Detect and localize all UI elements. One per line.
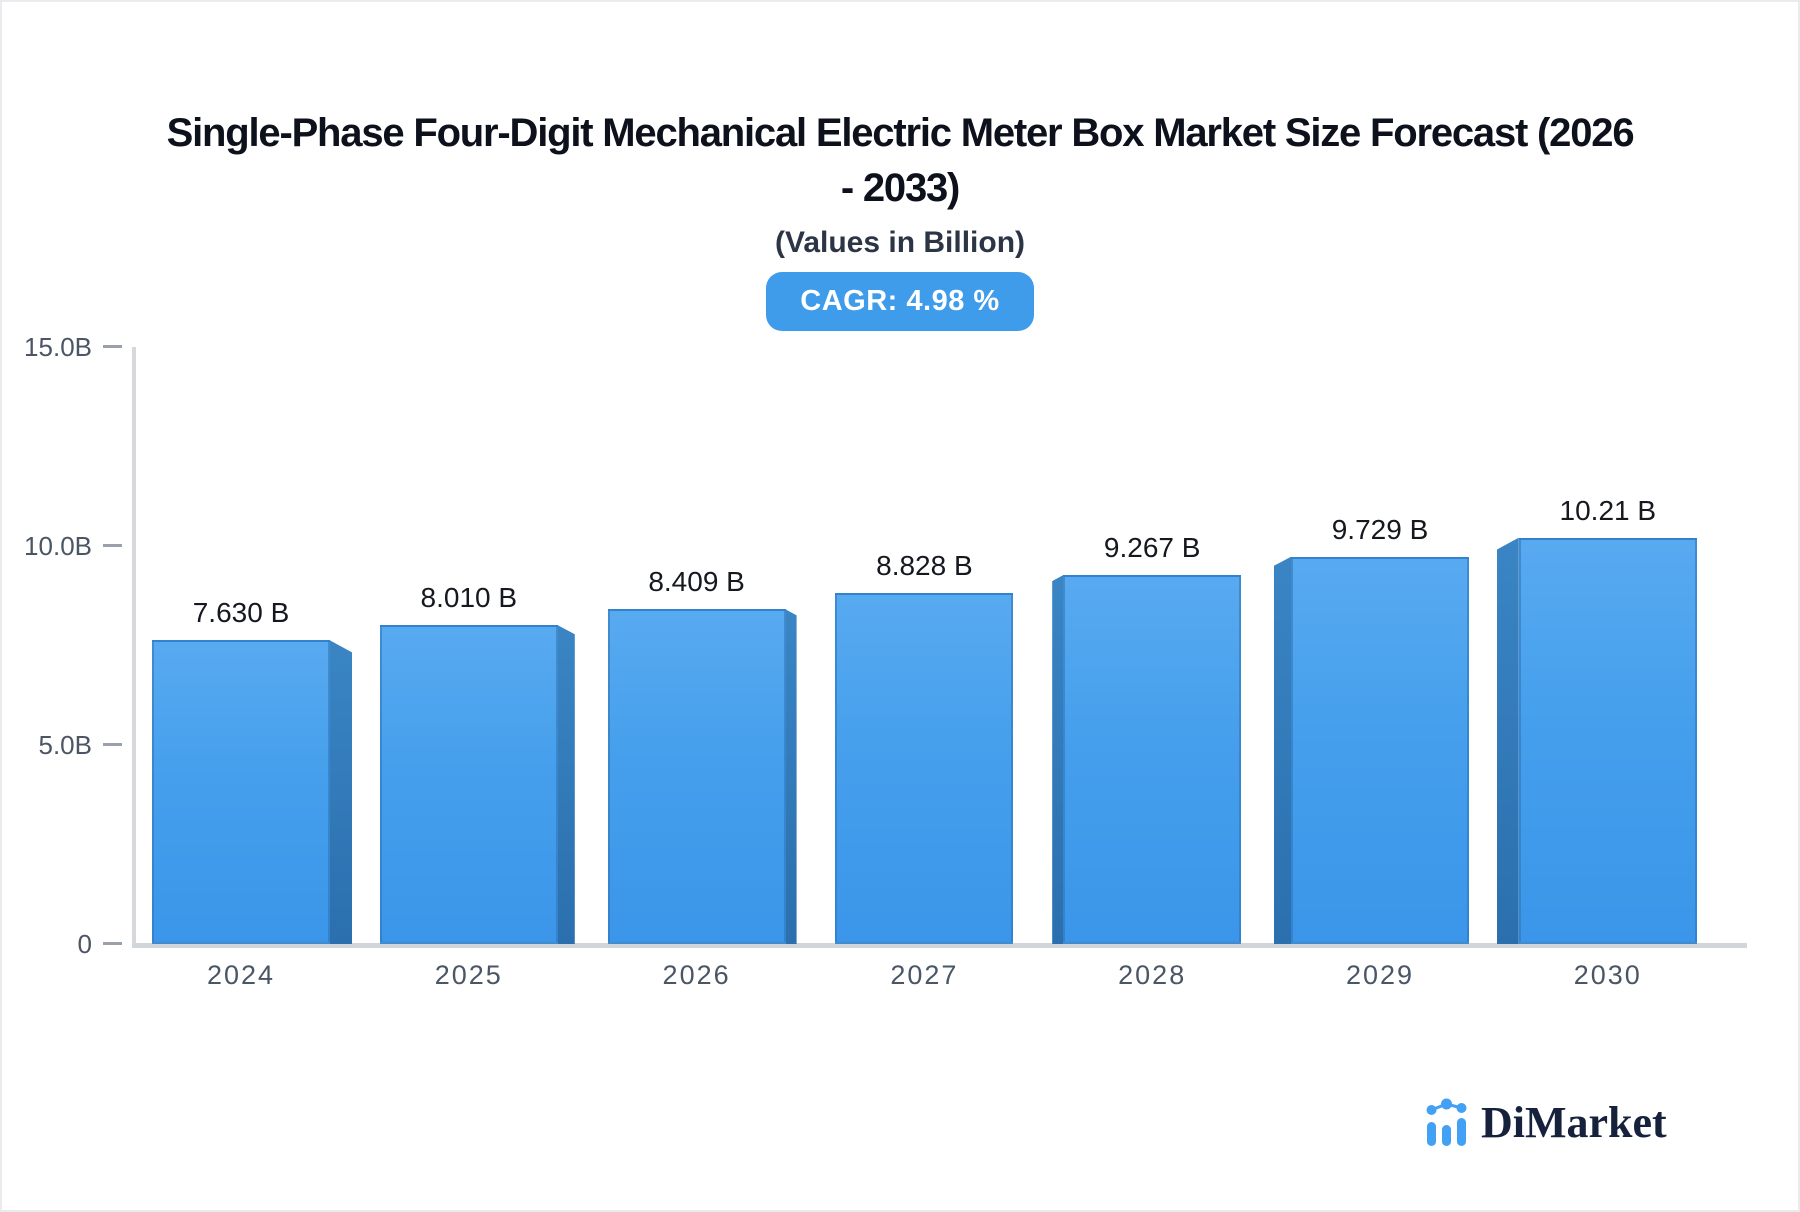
- bar-2027[interactable]: [835, 592, 1014, 944]
- x-axis-label-2029: 2029: [1345, 960, 1415, 990]
- bar-2029[interactable]: [1291, 556, 1469, 944]
- bar-value-label-2028: 9.267 B: [1103, 532, 1201, 564]
- chart-title-line-1: Single-Phase Four-Digit Mechanical Elect…: [166, 111, 1635, 155]
- bar-value-label-2029: 9.729 B: [1331, 513, 1429, 545]
- bar-value-label-2027: 8.828 B: [876, 549, 973, 581]
- y-axis-tick: [103, 544, 122, 547]
- chart-title-line-2: - 2033): [840, 166, 961, 210]
- x-axis-label-2027: 2027: [890, 960, 959, 990]
- bar-3d-side-2026: [785, 609, 797, 944]
- y-axis-tick: [103, 942, 122, 945]
- x-axis-line: [132, 943, 1747, 948]
- bar-3d-side-2025: [557, 625, 575, 944]
- bar-value-label-2026: 8.409 B: [648, 566, 745, 598]
- bar-value-label-2024: 7.630 B: [192, 597, 290, 629]
- y-axis-tick-label: 5.0B: [38, 730, 93, 760]
- brand-logo-text: DiMarket: [1481, 1098, 1667, 1147]
- cagr-badge: CAGR: 4.98 %: [766, 272, 1034, 331]
- y-axis-line: [132, 347, 136, 947]
- bar-3d-side-2028: [1052, 575, 1064, 944]
- bar-2026[interactable]: [607, 609, 786, 944]
- bar-3d-side-2030: [1496, 537, 1519, 944]
- y-axis-tick-label: 15.0B: [24, 332, 92, 362]
- y-axis-tick-label: 10.0B: [24, 531, 92, 561]
- chart-subtitle: (Values in Billion): [774, 226, 1026, 259]
- bar-3d-side-2029: [1274, 556, 1291, 944]
- bar-3d-side-2024: [330, 640, 352, 944]
- x-axis-label-2026: 2026: [662, 960, 731, 990]
- bar-2025[interactable]: [379, 625, 558, 944]
- bar-2028[interactable]: [1063, 575, 1242, 944]
- chart-header: Single-Phase Four-Digit Mechanical Elect…: [62, 106, 1738, 331]
- x-axis-label-2030: 2030: [1573, 960, 1642, 990]
- bar-2024[interactable]: [152, 640, 330, 944]
- bar-value-label-2025: 8.010 B: [420, 582, 518, 614]
- bar-2030[interactable]: [1518, 537, 1697, 944]
- x-axis-label-2028: 2028: [1118, 960, 1187, 990]
- brand-logo: DiMarket: [1425, 1096, 1667, 1150]
- bar-line-chart-icon: [1426, 1098, 1467, 1146]
- y-axis-tick-label: 0: [77, 929, 92, 959]
- y-axis-tick: [103, 743, 122, 746]
- x-axis-label-2025: 2025: [434, 960, 503, 990]
- x-axis-label-2024: 2024: [206, 960, 276, 990]
- y-axis-tick: [103, 345, 122, 348]
- bar-value-label-2030: 10.21 B: [1559, 494, 1657, 526]
